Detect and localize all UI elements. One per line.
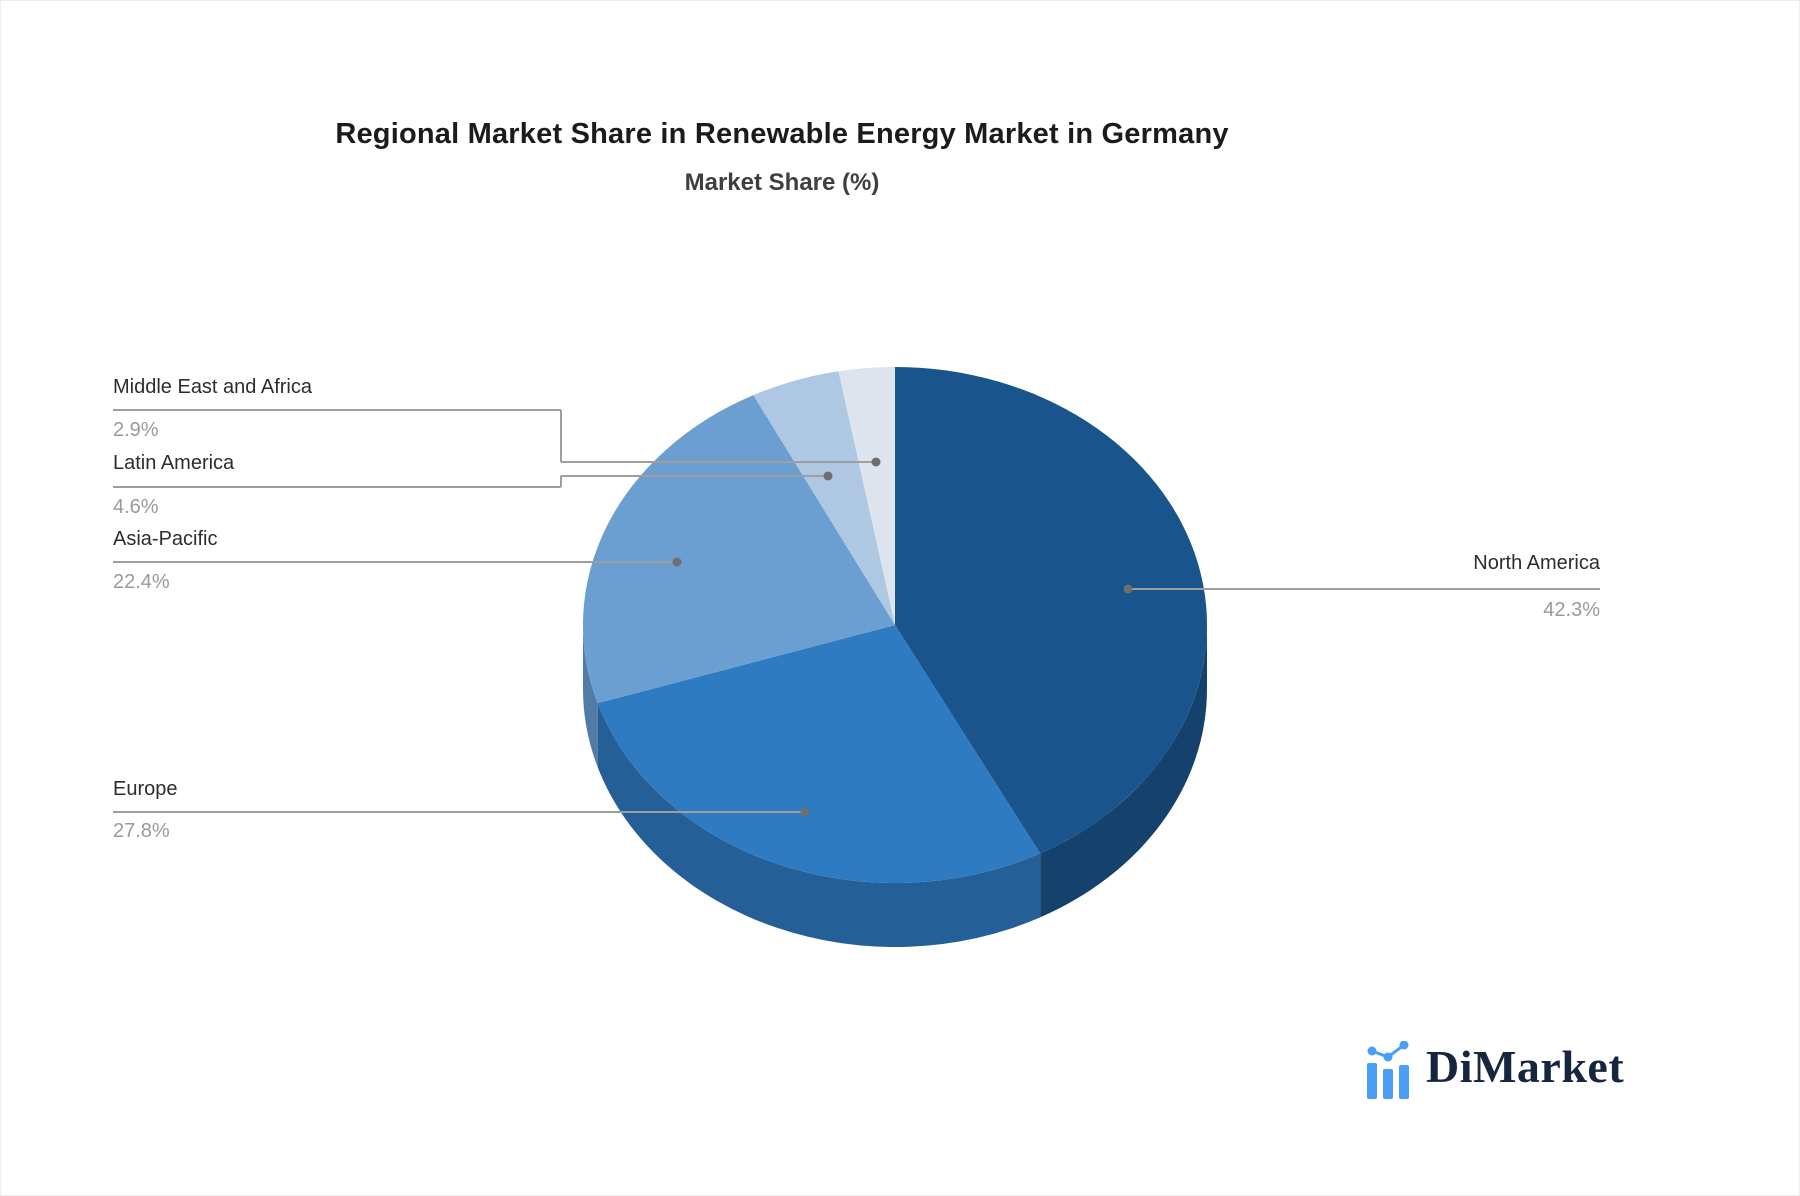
connector-dot-asia-pacific <box>672 557 682 567</box>
slice-value-middle-east-and-africa: 2.9% <box>113 419 159 441</box>
slice-value-asia-pacific: 22.4% <box>113 571 170 593</box>
pie-slice-asia-pacific[interactable] <box>583 395 895 704</box>
slice-label-europe: Europe <box>113 778 178 800</box>
brand-logo: DiMarket <box>1367 1040 1624 1100</box>
pie-slice-side-europe <box>597 703 1041 947</box>
slice-value-north-america: 42.3% <box>1543 599 1600 621</box>
connector-dot-middle-east-and-africa <box>871 457 881 467</box>
chart-title: Regional Market Share in Renewable Energ… <box>335 118 1229 150</box>
brand-logo-icon <box>1367 1041 1409 1099</box>
pie-slice-middle-east-and-africa[interactable] <box>838 367 895 625</box>
slice-value-europe: 27.8% <box>113 820 170 842</box>
pie-slice-europe[interactable] <box>597 625 1041 883</box>
pie-slice-side-north-america <box>1040 625 1207 918</box>
connector-dot-europe <box>800 807 810 817</box>
pie-slice-latin-america[interactable] <box>753 371 895 625</box>
slice-value-latin-america: 4.6% <box>113 496 159 518</box>
brand-name: DiMarket <box>1426 1041 1625 1092</box>
slice-label-north-america: North America <box>1473 552 1600 574</box>
connector-dot-north-america <box>1123 584 1133 594</box>
slice-label-middle-east-and-africa: Middle East and Africa <box>113 376 312 398</box>
pie-slice-side-asia-pacific <box>583 625 598 768</box>
slice-label-asia-pacific: Asia-Pacific <box>113 528 218 550</box>
connector-dot-latin-america <box>823 471 833 481</box>
pie-slice-north-america[interactable] <box>895 367 1207 854</box>
slice-label-latin-america: Latin America <box>113 452 235 474</box>
chart-subtitle: Market Share (%) <box>684 169 880 196</box>
